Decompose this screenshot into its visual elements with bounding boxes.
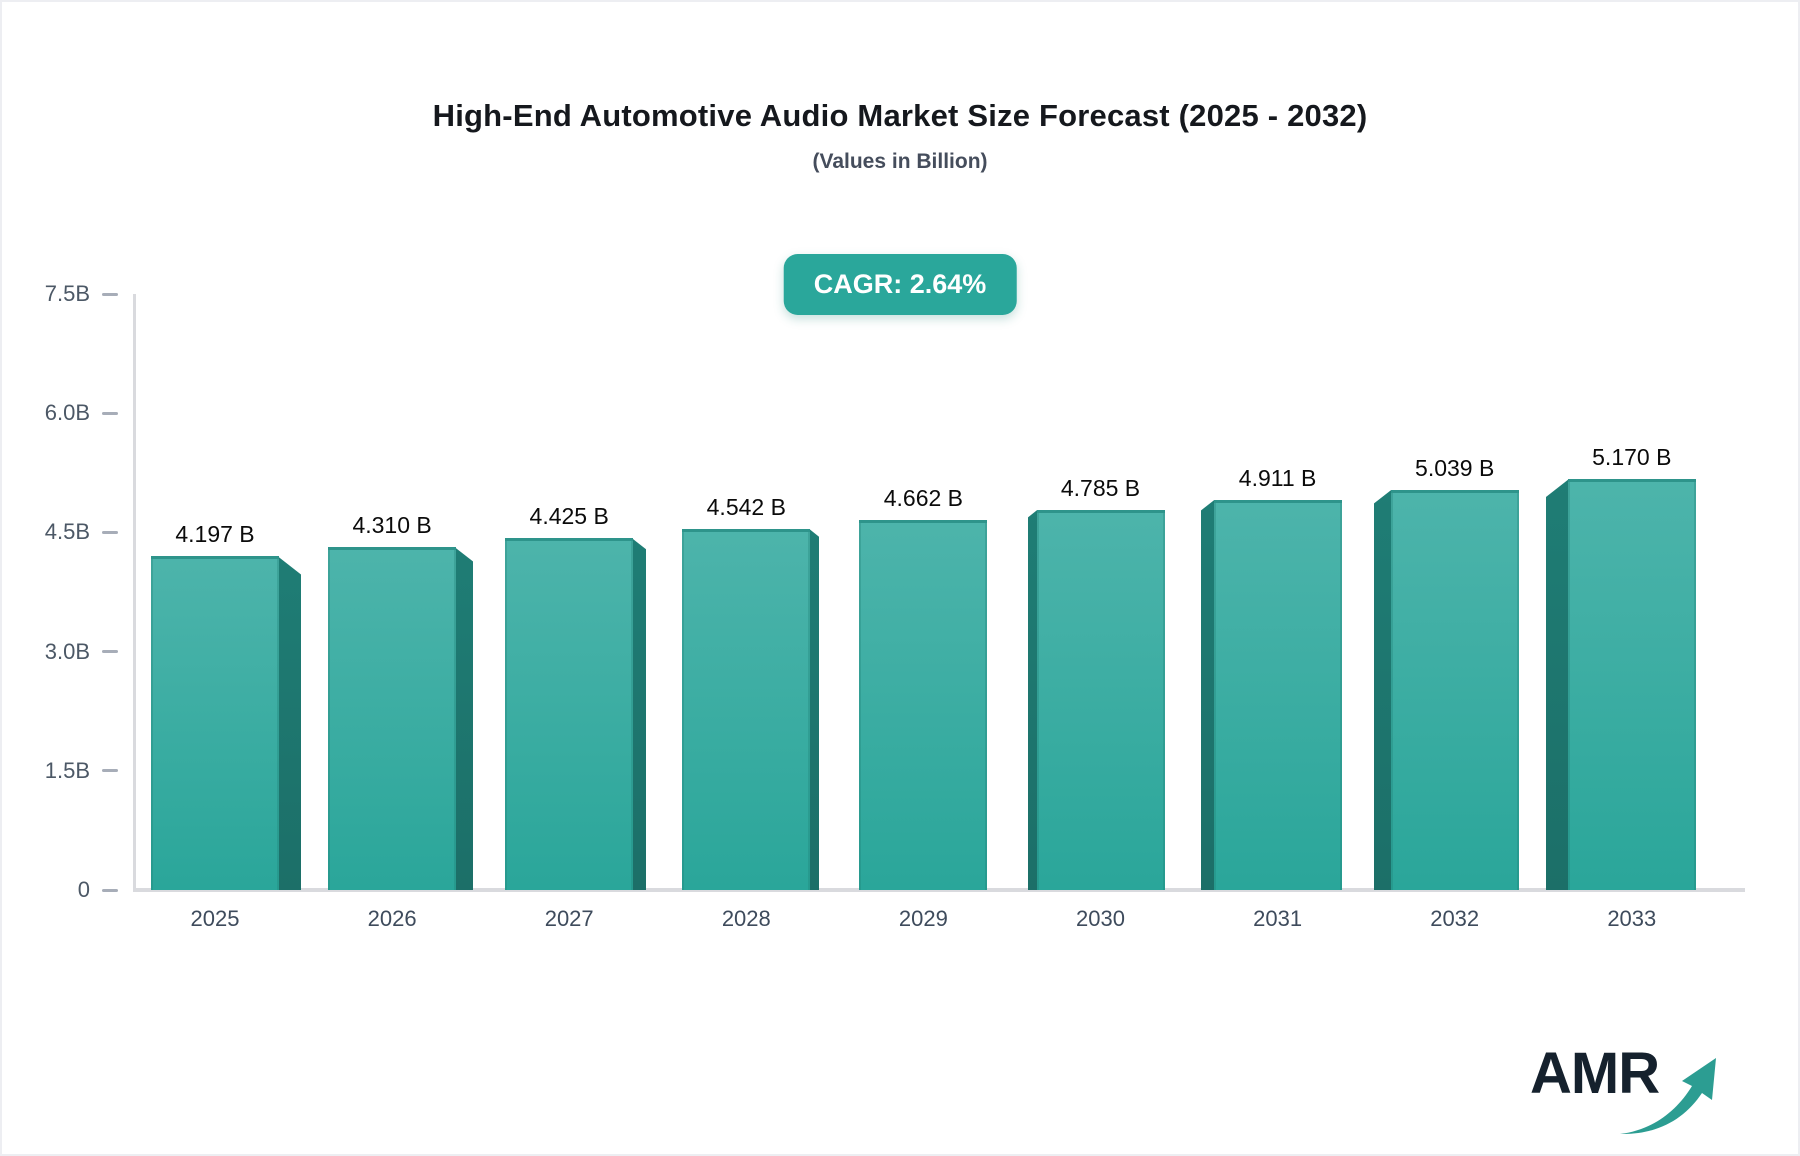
y-axis-tick: [102, 888, 118, 892]
bar-side: [1200, 499, 1215, 890]
chart-subtitle: (Values in Billion): [812, 150, 988, 173]
bar-value-label: 5.170 B: [1592, 444, 1672, 471]
bar-2030: [1036, 509, 1165, 890]
bar-side: [1027, 509, 1038, 890]
bar-2029: [859, 519, 988, 890]
x-axis-label: 2028: [721, 906, 771, 931]
bar-value-label: 4.542 B: [706, 494, 786, 521]
y-axis-tick-label: 0: [77, 877, 90, 902]
y-axis-tick: [102, 292, 118, 296]
y-axis-tick: [102, 411, 118, 415]
bar-2025: [151, 556, 279, 890]
x-axis-label: 2032: [1430, 906, 1480, 931]
bar-value-label: 4.785 B: [1060, 474, 1141, 501]
bar-side: [455, 547, 474, 890]
x-axis-label: 2027: [544, 906, 594, 931]
growth-arrow-icon: [1620, 1058, 1716, 1135]
cagr-badge: CAGR: 2.64%: [783, 254, 1017, 315]
bar-value-label: 4.425 B: [529, 503, 609, 530]
y-axis-tick-label: 4.5B: [44, 519, 90, 545]
y-axis-tick-label: 1.5B: [44, 757, 90, 783]
bar-2026: [328, 547, 457, 890]
bar-side: [1545, 479, 1569, 890]
bar-2031: [1213, 499, 1342, 890]
x-axis-line: [133, 888, 1745, 892]
bar-2033: [1567, 479, 1696, 890]
x-axis-label: 2029: [898, 906, 948, 931]
bar-value-label: 5.039 B: [1415, 454, 1495, 481]
bar-side: [1373, 489, 1392, 890]
bar-value-label: 4.197 B: [175, 521, 255, 548]
bar-side: [278, 556, 301, 890]
bar-value-label: 4.310 B: [352, 512, 432, 539]
bar-value-label: 4.662 B: [883, 484, 964, 511]
y-axis-tick-label: 7.5B: [44, 281, 90, 306]
y-axis-tick-label: 3.0B: [44, 638, 90, 664]
bar-value-label: 4.911 B: [1238, 464, 1317, 491]
x-axis-label: 2031: [1253, 906, 1303, 931]
x-axis-label: 2033: [1607, 906, 1657, 931]
bar-2028: [682, 529, 811, 890]
bar-side: [632, 538, 647, 890]
bar-side: [809, 529, 820, 890]
y-axis-tick-label: 6.0B: [44, 400, 90, 426]
y-axis-tick: [102, 650, 118, 654]
x-axis-label: 2025: [190, 906, 240, 931]
y-axis-tick: [102, 769, 118, 773]
chart-title: High-End Automotive Audio Market Size Fo…: [432, 98, 1368, 133]
amr-logo: AMR: [1530, 1040, 1730, 1140]
amr-logo-text: AMR: [1530, 1041, 1660, 1106]
y-axis-tick: [102, 530, 118, 534]
y-axis-line: [133, 294, 136, 890]
bar-2027: [505, 538, 634, 890]
x-axis-label: 2026: [367, 906, 417, 931]
x-axis-label: 2030: [1076, 906, 1125, 931]
bar-2032: [1390, 489, 1519, 890]
